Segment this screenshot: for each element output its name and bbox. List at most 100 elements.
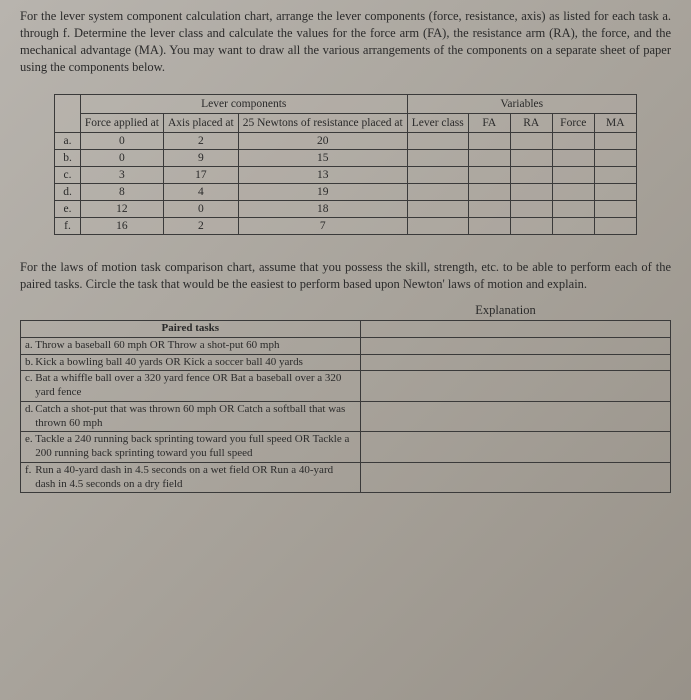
cell-empty	[552, 201, 594, 218]
row-label: a.	[55, 133, 81, 150]
cell-empty	[407, 184, 468, 201]
row-label: d.	[55, 184, 81, 201]
cell-empty	[510, 133, 552, 150]
col-class-text: Lever class	[412, 117, 464, 129]
cell: 0	[80, 150, 163, 167]
cell-empty	[407, 133, 468, 150]
col-ra: RA	[510, 113, 552, 133]
cell-empty	[510, 167, 552, 184]
explanation-floating-header: Explanation	[20, 303, 671, 318]
cell-empty	[468, 218, 510, 235]
cell-empty	[468, 201, 510, 218]
cell-empty	[594, 167, 636, 184]
intro-paragraph: For the lever system component calculati…	[20, 8, 671, 76]
paired-tasks-header: Paired tasks	[21, 321, 361, 338]
table-row: d. 8 4 19	[55, 184, 637, 201]
col-axis-text: Axis placed at	[168, 117, 234, 129]
cell-empty	[407, 167, 468, 184]
table-row: b. 0 9 15	[55, 150, 637, 167]
task-text: Run a 40-yard dash in 4.5 seconds on a w…	[33, 462, 360, 493]
cell-empty	[468, 133, 510, 150]
col-class: Lever class	[407, 113, 468, 133]
row-label-blank	[55, 94, 81, 133]
explanation-header-cell	[360, 321, 670, 338]
cell-empty	[552, 150, 594, 167]
cell-empty	[510, 201, 552, 218]
table-row: e. Tackle a 240 running back sprinting t…	[21, 432, 671, 463]
explanation-cell	[360, 371, 670, 402]
cell-empty	[510, 184, 552, 201]
cell: 4	[163, 184, 238, 201]
task-text: Catch a shot-put that was thrown 60 mph …	[33, 401, 360, 432]
mid-paragraph: For the laws of motion task comparison c…	[20, 259, 671, 293]
cell-empty	[552, 218, 594, 235]
row-letter: d.	[21, 401, 34, 432]
row-letter: c.	[21, 371, 34, 402]
cell-empty	[407, 201, 468, 218]
row-label: e.	[55, 201, 81, 218]
col-forcevar: Force	[552, 113, 594, 133]
row-letter: e.	[21, 432, 34, 463]
col-ma: MA	[594, 113, 636, 133]
cell: 17	[163, 167, 238, 184]
cell: 9	[163, 150, 238, 167]
task-text: Tackle a 240 running back sprinting towa…	[33, 432, 360, 463]
cell-empty	[407, 150, 468, 167]
variables-header: Variables	[407, 94, 636, 113]
explanation-cell	[360, 337, 670, 354]
explanation-cell	[360, 401, 670, 432]
lever-components-header: Lever components	[80, 94, 407, 113]
table-row: d. Catch a shot-put that was thrown 60 m…	[21, 401, 671, 432]
table-row: e. 12 0 18	[55, 201, 637, 218]
cell: 0	[80, 133, 163, 150]
task-text: Kick a bowling ball 40 yards OR Kick a s…	[33, 354, 360, 371]
cell-empty	[594, 150, 636, 167]
task-text: Throw a baseball 60 mph OR Throw a shot-…	[33, 337, 360, 354]
cell-empty	[510, 218, 552, 235]
col-force: Force applied at	[80, 113, 163, 133]
task-text: Bat a whiffle ball over a 320 yard fence…	[33, 371, 360, 402]
cell-empty	[407, 218, 468, 235]
row-letter: f.	[21, 462, 34, 493]
cell: 2	[163, 133, 238, 150]
row-label: f.	[55, 218, 81, 235]
col-force-text: Force applied at	[85, 117, 159, 129]
cell: 20	[238, 133, 407, 150]
explanation-cell	[360, 354, 670, 371]
table-row: c. Bat a whiffle ball over a 320 yard fe…	[21, 371, 671, 402]
row-label: c.	[55, 167, 81, 184]
row-letter: a.	[21, 337, 34, 354]
cell-empty	[510, 150, 552, 167]
row-letter: b.	[21, 354, 34, 371]
row-label: b.	[55, 150, 81, 167]
cell: 16	[80, 218, 163, 235]
explanation-cell	[360, 432, 670, 463]
cell-empty	[552, 184, 594, 201]
cell: 12	[80, 201, 163, 218]
col-fa: FA	[468, 113, 510, 133]
cell: 0	[163, 201, 238, 218]
cell-empty	[552, 133, 594, 150]
cell: 19	[238, 184, 407, 201]
cell-empty	[594, 184, 636, 201]
col-axis: Axis placed at	[163, 113, 238, 133]
table-row: b. Kick a bowling ball 40 yards OR Kick …	[21, 354, 671, 371]
cell-empty	[468, 184, 510, 201]
cell-empty	[594, 133, 636, 150]
cell: 18	[238, 201, 407, 218]
cell: 13	[238, 167, 407, 184]
table-row: a. 0 2 20	[55, 133, 637, 150]
cell: 15	[238, 150, 407, 167]
table-row: a. Throw a baseball 60 mph OR Throw a sh…	[21, 337, 671, 354]
cell-empty	[468, 150, 510, 167]
lever-table: Lever components Variables Force applied…	[54, 94, 637, 236]
col-newtons-text: 25 Newtons of resistance placed at	[243, 117, 403, 129]
cell-empty	[552, 167, 594, 184]
cell-empty	[594, 201, 636, 218]
cell: 8	[80, 184, 163, 201]
cell: 7	[238, 218, 407, 235]
cell-empty	[468, 167, 510, 184]
table-row: f. Run a 40-yard dash in 4.5 seconds on …	[21, 462, 671, 493]
explanation-cell	[360, 462, 670, 493]
cell-empty	[594, 218, 636, 235]
